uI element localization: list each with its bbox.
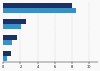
Bar bbox=[3, 24, 21, 29]
Bar bbox=[3, 8, 76, 13]
Bar bbox=[3, 56, 7, 61]
Bar bbox=[3, 35, 17, 40]
Bar bbox=[3, 3, 72, 8]
Bar bbox=[3, 51, 10, 56]
Bar bbox=[3, 40, 12, 45]
Bar bbox=[3, 19, 26, 24]
